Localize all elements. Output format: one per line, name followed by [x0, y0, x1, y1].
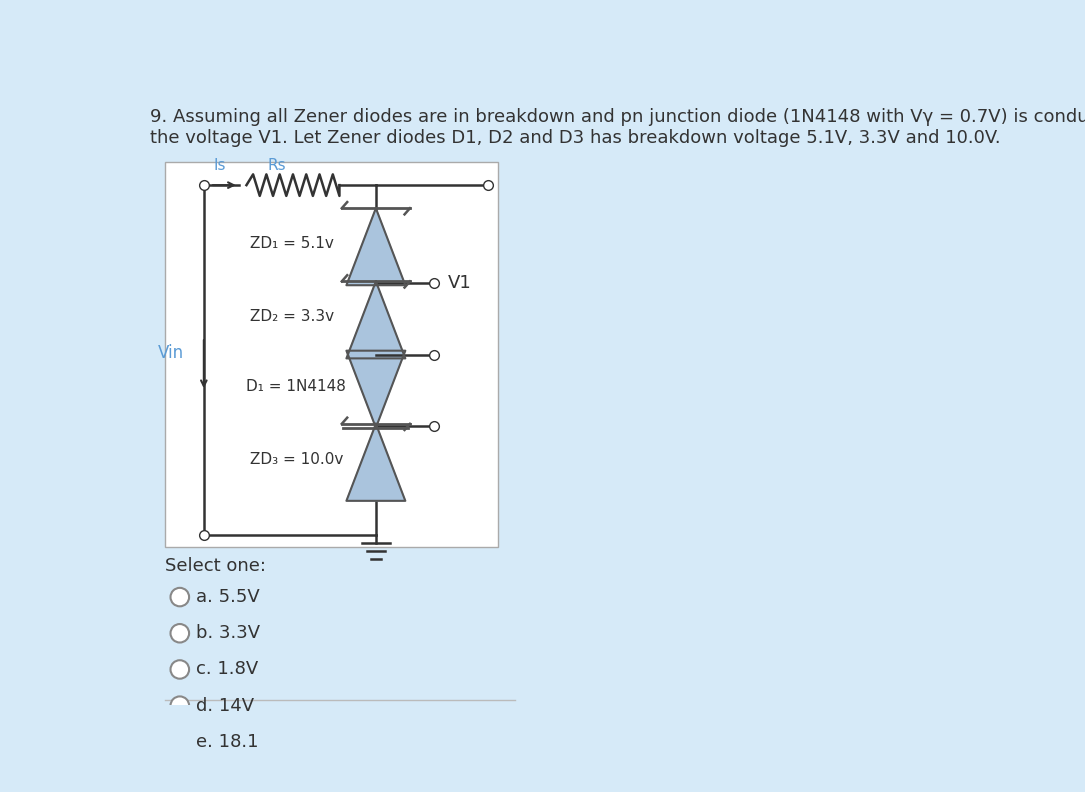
- Text: Rs: Rs: [267, 158, 286, 173]
- Text: c. 1.8V: c. 1.8V: [196, 661, 258, 679]
- Text: Select one:: Select one:: [165, 557, 266, 575]
- Text: the voltage V1. Let Zener diodes D1, D2 and D3 has breakdown voltage 5.1V, 3.3V : the voltage V1. Let Zener diodes D1, D2 …: [150, 129, 1000, 147]
- Text: V1: V1: [448, 274, 472, 292]
- Polygon shape: [346, 351, 406, 428]
- Text: Vin: Vin: [158, 344, 184, 362]
- Polygon shape: [346, 208, 406, 285]
- Text: e. 18.1: e. 18.1: [196, 733, 258, 751]
- Circle shape: [170, 624, 189, 642]
- Circle shape: [170, 661, 189, 679]
- Text: Is: Is: [214, 158, 227, 173]
- Polygon shape: [346, 424, 406, 501]
- Polygon shape: [346, 281, 406, 358]
- Text: ZD₂ = 3.3v: ZD₂ = 3.3v: [251, 310, 334, 324]
- Text: 9. Assuming all Zener diodes are in breakdown and pn junction diode (1N4148 with: 9. Assuming all Zener diodes are in brea…: [150, 109, 1085, 126]
- FancyBboxPatch shape: [165, 162, 498, 547]
- Text: ZD₁ = 5.1v: ZD₁ = 5.1v: [251, 236, 334, 251]
- Text: b. 3.3V: b. 3.3V: [196, 624, 260, 642]
- Text: D₁ = 1N4148: D₁ = 1N4148: [246, 379, 346, 394]
- Text: d. 14V: d. 14V: [196, 697, 254, 714]
- Circle shape: [170, 733, 189, 751]
- Circle shape: [170, 696, 189, 715]
- Text: ZD₃ = 10.0v: ZD₃ = 10.0v: [251, 451, 344, 466]
- Text: a. 5.5V: a. 5.5V: [196, 588, 259, 606]
- Circle shape: [170, 588, 189, 607]
